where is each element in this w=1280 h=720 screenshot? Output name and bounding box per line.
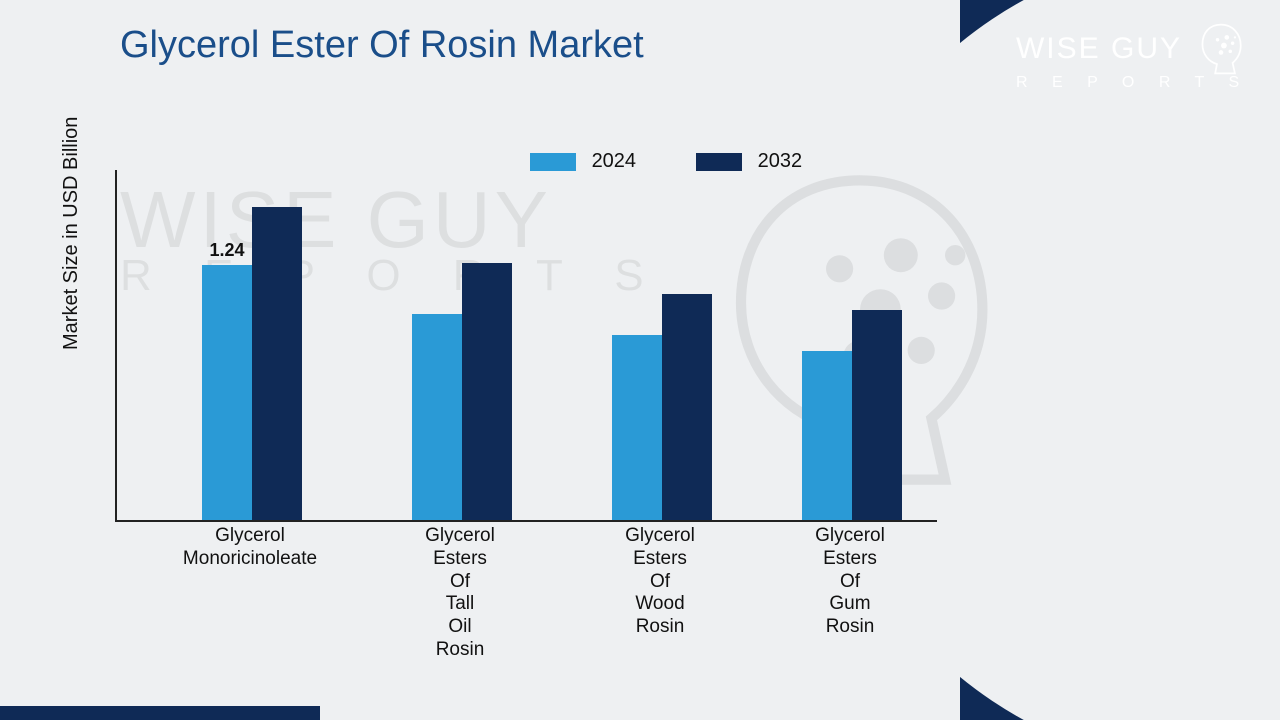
brand-head-icon [1192,20,1250,78]
brand-text-sub: R E P O R T S [1016,74,1250,92]
legend-label-2032: 2032 [758,150,803,172]
bar-2024 [412,314,462,520]
bar-value-label: 1.24 [202,240,252,261]
bar-2032 [462,263,512,520]
x-axis-category-label: GlycerolEstersOfWoodRosin [580,525,740,639]
bar-2024 [612,335,662,520]
legend-swatch-2032 [696,153,742,171]
legend-label-2024: 2024 [592,150,637,172]
bar-2032 [252,207,302,520]
brand-text-top: WISE GUY [1016,32,1182,66]
bar-2024 [802,351,852,520]
chart-area: 2024 2032 Market Size in USD Billion 1.2… [60,150,940,680]
bottom-accent-bar [0,706,320,720]
legend-swatch-2024 [530,153,576,171]
x-axis-category-label: GlycerolEstersOfGumRosin [770,525,930,639]
bar-2032 [852,310,902,520]
chart-title: Glycerol Ester Of Rosin Market [120,24,644,67]
brand-logo: WISE GUY R E P O R T S [1016,20,1250,92]
plot-area: 1.24 [115,170,937,522]
x-axis-category-label: GlycerolMonoricinoleate [150,525,350,571]
bar-2032 [662,294,712,520]
bar-2024 [202,265,252,520]
y-axis-label: Market Size in USD Billion [60,117,83,350]
chart-stage: WISE GUY R E P O R T S WISE GUY R E P O … [0,0,1280,720]
x-axis-category-label: GlycerolEstersOfTallOilRosin [380,525,540,662]
